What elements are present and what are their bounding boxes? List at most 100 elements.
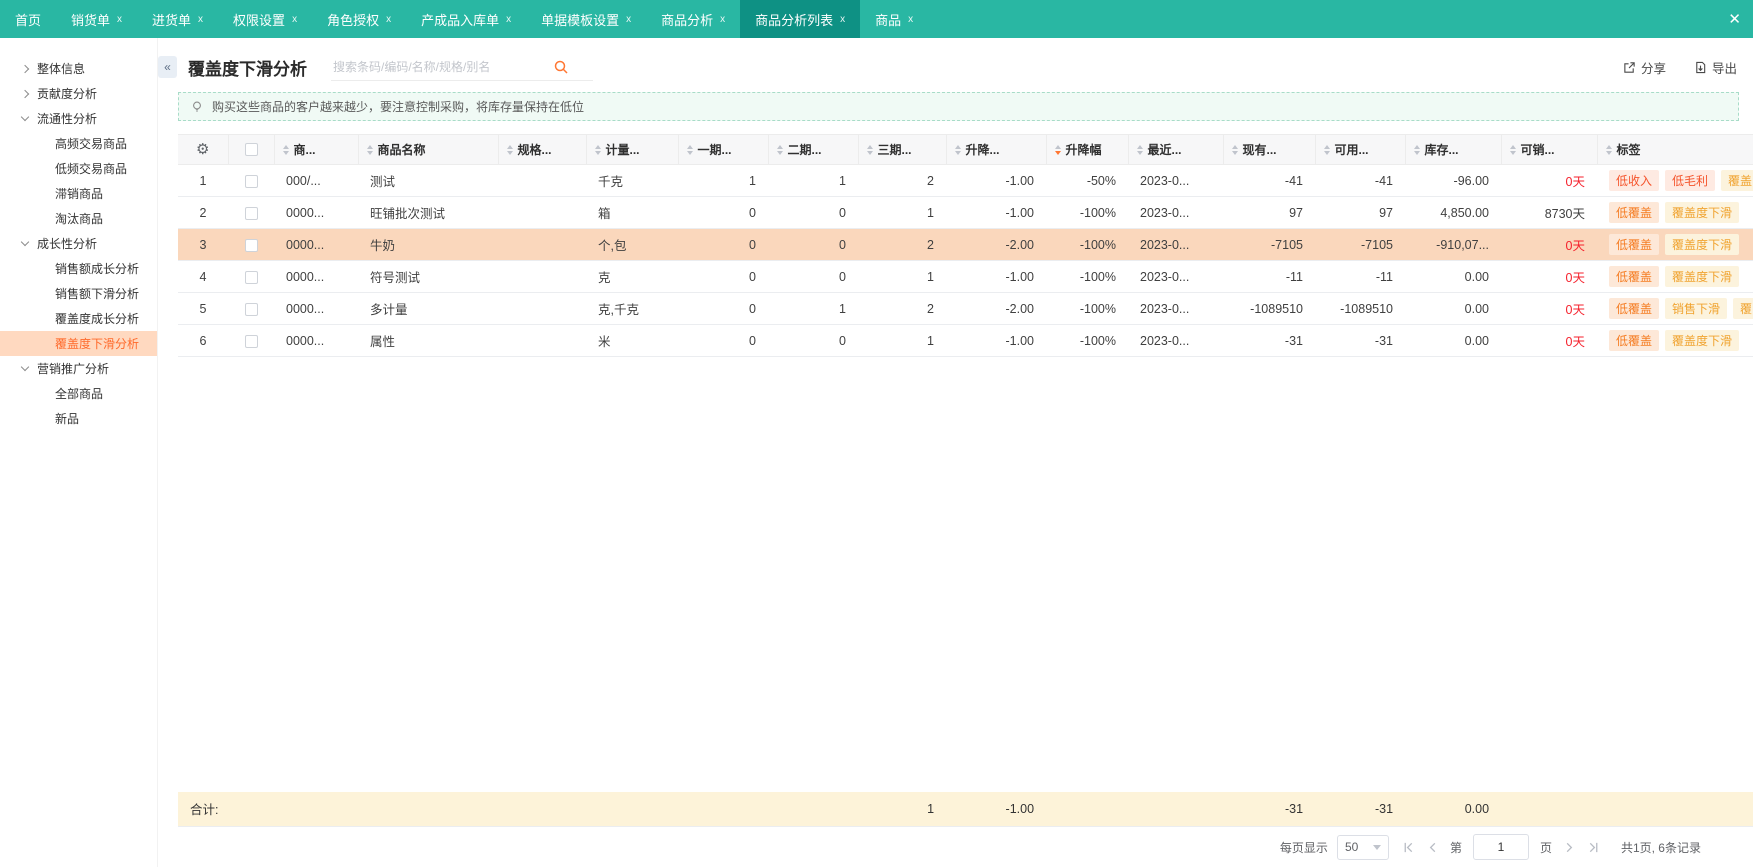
sidebar-item-高频交易商品[interactable]: 高频交易商品 (0, 131, 157, 156)
column-header-标签[interactable]: 标签 (1597, 134, 1753, 165)
column-header-升降幅[interactable]: 升降幅 (1046, 134, 1129, 165)
tab-close-icon[interactable]: x (198, 13, 204, 25)
column-settings-gear-icon[interactable]: ⚙ (196, 141, 210, 158)
column-label: 升降... (965, 143, 1000, 157)
column-header-可销...[interactable]: 可销... (1501, 134, 1598, 165)
sidebar-item-滞销商品[interactable]: 滞销商品 (0, 181, 157, 206)
tab-进货单[interactable]: 进货单 x (137, 0, 218, 38)
product-table-zone: ⚙ 商... 商品名称 规格... 计量... 一期... 二期... 三期... 升降... 升… (178, 134, 1753, 357)
chevron-down-icon (20, 237, 30, 247)
tag-低覆盖: 低覆盖 (1609, 298, 1660, 319)
row-checkbox[interactable] (244, 302, 258, 316)
sidebar-item-销售额下滑分析[interactable]: 销售额下滑分析 (0, 281, 157, 306)
column-header-商...[interactable]: 商... (274, 134, 359, 165)
search-icon[interactable] (553, 59, 569, 75)
sidebar-item-贡献度分析[interactable]: 贡献度分析 (0, 81, 157, 106)
topbar-close-icon[interactable]: ✕ (1728, 11, 1741, 28)
page-size-select[interactable]: 50 (1336, 834, 1389, 860)
tab-close-icon[interactable]: x (626, 13, 632, 25)
column-header-规格...[interactable]: 规格... (498, 134, 587, 165)
sidebar-item-全部商品[interactable]: 全部商品 (0, 381, 157, 406)
tab-商品分析[interactable]: 商品分析 x (646, 0, 740, 38)
tab-单据模板设置[interactable]: 单据模板设置 x (526, 0, 646, 38)
row-checkbox[interactable] (244, 238, 258, 252)
column-header-升降...[interactable]: 升降... (946, 134, 1047, 165)
totals-updown: -1.00 (946, 791, 1047, 827)
tab-close-icon[interactable]: x (908, 13, 914, 25)
cell-spec (498, 292, 586, 325)
next-page-button[interactable] (1563, 841, 1576, 854)
column-label: 升降幅 (1065, 143, 1102, 157)
tag-覆盖度下滑: 覆盖度下滑 (1665, 330, 1740, 351)
sort-icon (1054, 144, 1061, 155)
table-row[interactable]: 4 0000... 符号测试克 0 0 1 -1.00 -100% 2023-0... -11 -1… (178, 260, 1753, 293)
tag-覆盖度下滑: 覆盖度下滑 (1665, 266, 1740, 287)
cell-recent: 2023-0... (1128, 324, 1223, 357)
column-header-库存...[interactable]: 库存... (1405, 134, 1502, 165)
sidebar-item-低频交易商品[interactable]: 低频交易商品 (0, 156, 157, 181)
tab-销货单[interactable]: 销货单 x (56, 0, 137, 38)
tab-商品[interactable]: 商品 x (860, 0, 928, 38)
page-number-input[interactable] (1472, 834, 1529, 860)
tab-close-icon[interactable]: x (292, 13, 298, 25)
tab-首页[interactable]: 首页 (0, 0, 56, 38)
sort-desc-icon (1605, 150, 1612, 155)
column-header-三期...[interactable]: 三期... (858, 134, 947, 165)
tab-产成品入库单[interactable]: 产成品入库单 x (406, 0, 526, 38)
cell-seq: 5 (178, 292, 228, 325)
row-checkbox[interactable] (244, 334, 258, 348)
tab-角色授权[interactable]: 角色授权 x (312, 0, 406, 38)
cell-check (228, 260, 274, 293)
cell-seq: 1 (178, 164, 228, 197)
share-button[interactable]: 分享 (1623, 58, 1666, 77)
cell-recent: 2023-0... (1128, 196, 1223, 229)
column-header-计量...[interactable]: 计量... (586, 134, 679, 165)
tab-商品分析列表[interactable]: 商品分析列表 x (740, 0, 861, 38)
last-page-button[interactable] (1587, 841, 1600, 854)
row-checkbox[interactable] (244, 206, 258, 220)
search-input[interactable] (331, 58, 553, 75)
sidebar-item-流通性分析[interactable]: 流通性分析 (0, 106, 157, 131)
tab-权限设置[interactable]: 权限设置 x (218, 0, 312, 38)
column-header-最近...[interactable]: 最近... (1128, 134, 1224, 165)
sidebar-item-覆盖度下滑分析[interactable]: 覆盖度下滑分析 (0, 331, 157, 356)
first-page-button[interactable] (1402, 841, 1415, 854)
tab-close-icon[interactable]: x (386, 13, 392, 25)
table-row[interactable]: 6 0000... 属性米 0 0 1 -1.00 -100% 2023-0... -31 -31 0… (178, 324, 1753, 357)
sidebar-item-淘汰商品[interactable]: 淘汰商品 (0, 206, 157, 231)
tab-close-icon[interactable]: x (506, 13, 512, 25)
sidebar-collapse-button[interactable]: « (158, 56, 177, 78)
row-checkbox[interactable] (244, 174, 258, 188)
column-header-可用...[interactable]: 可用... (1315, 134, 1406, 165)
table-row[interactable]: 2 0000... 旺铺批次测试箱 0 0 1 -1.00 -100% 2023-0... 97 9… (178, 196, 1753, 229)
column-header-商品名称[interactable]: 商品名称 (358, 134, 499, 165)
column-header-一期...[interactable]: 一期... (678, 134, 769, 165)
column-header-二期...[interactable]: 二期... (768, 134, 859, 165)
tab-close-icon[interactable]: x (720, 13, 726, 25)
column-header-seq[interactable]: ⚙ (178, 134, 229, 165)
sidebar-item-销售额成长分析[interactable]: 销售额成长分析 (0, 256, 157, 281)
cell-unit: 个,包 (586, 228, 678, 261)
sidebar-item-营销推广分析[interactable]: 营销推广分析 (0, 356, 157, 381)
sort-asc-icon (1054, 144, 1061, 149)
sidebar-item-成长性分析[interactable]: 成长性分析 (0, 231, 157, 256)
totals-row: 合计: 1 -1.00 -31 -31 0.00 (178, 791, 1753, 827)
table-row[interactable]: 3 0000... 牛奶 个,包 0 0 2 -2.00 -100% 2023-0... -7105… (178, 228, 1753, 261)
search-box (331, 53, 593, 81)
prev-page-button[interactable] (1426, 841, 1439, 854)
sidebar-item-新品[interactable]: 新品 (0, 406, 157, 431)
tab-close-icon[interactable]: x (117, 13, 123, 25)
column-header-现有...[interactable]: 现有... (1223, 134, 1316, 165)
row-checkbox[interactable] (244, 270, 258, 284)
column-header-check[interactable] (228, 134, 275, 165)
cell-onhand: -31 (1223, 324, 1315, 357)
table-row[interactable]: 5 0000... 多计量 克,千克 0 1 2 -2.00 -100% 2023-0... -10… (178, 292, 1753, 325)
tag-低毛利: 低毛利 (1665, 170, 1716, 191)
sidebar-item-label: 流通性分析 (37, 112, 98, 126)
tab-close-icon[interactable]: x (840, 13, 846, 25)
sidebar-item-整体信息[interactable]: 整体信息 (0, 56, 157, 81)
select-all-checkbox[interactable] (244, 143, 258, 156)
table-row[interactable]: 1 000/... 测试 千克 1 1 2 -1.00 -50% 2023-0... -41 -41-… (178, 164, 1753, 197)
sidebar-item-覆盖度成长分析[interactable]: 覆盖度成长分析 (0, 306, 157, 331)
export-button[interactable]: 导出 (1694, 58, 1737, 77)
